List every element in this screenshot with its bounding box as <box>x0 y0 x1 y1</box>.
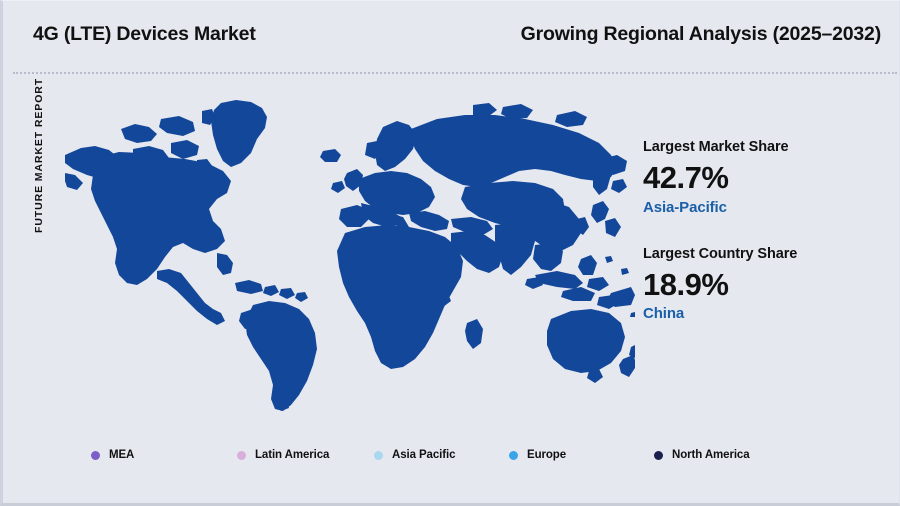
world-map-svg <box>65 100 635 411</box>
statistics-panel: Largest Market Share 42.7% Asia-Pacific … <box>643 139 893 322</box>
legend-dot-mea <box>91 450 100 460</box>
vertical-brand-label: FUTURE MARKET REPORT <box>33 77 45 233</box>
header-subtitle: Growing Regional Analysis (2025–2032) <box>520 23 882 45</box>
stat-region-country-share: China <box>643 305 685 323</box>
legend-item-asia-pacific: Asia Pacific <box>374 449 455 461</box>
legend-dot-latin-america <box>237 450 246 460</box>
stat-label-market-share: Largest Market Share <box>643 139 789 155</box>
stat-block-market-share: Largest Market Share 42.7% Asia-Pacific <box>643 139 893 216</box>
stat-value-country-share: 18.9% <box>643 266 729 302</box>
legend-item-latin-america: Latin America <box>237 449 329 461</box>
legend-dot-north-america <box>654 450 663 460</box>
header: 4G (LTE) Devices Market Growing Regional… <box>3 23 899 69</box>
legend-dot-europe <box>509 450 518 460</box>
stat-value-market-share: 42.7% <box>643 160 729 195</box>
stat-label-country-share: Largest Country Share <box>643 245 798 262</box>
legend-item-mea: MEA <box>91 449 134 461</box>
legend-item-north-america: North America <box>654 449 750 461</box>
map-landmasses <box>65 100 635 411</box>
header-divider <box>13 72 897 74</box>
legend-label-north-america: North America <box>672 449 750 461</box>
page-title: 4G (LTE) Devices Market <box>33 23 256 45</box>
legend-label-latin-america: Latin America <box>255 449 330 461</box>
map-legend: MEA Latin America Asia Pacific Europe No… <box>91 449 791 471</box>
stat-block-country-share: Largest Country Share 18.9% China <box>643 246 893 323</box>
legend-dot-asia-pacific <box>374 450 383 460</box>
legend-label-asia-pacific: Asia Pacific <box>392 449 456 461</box>
legend-label-mea: MEA <box>109 449 135 461</box>
stat-region-market-share: Asia-Pacific <box>643 198 727 216</box>
world-map <box>65 97 635 412</box>
legend-label-europe: Europe <box>527 449 567 461</box>
legend-item-europe: Europe <box>509 449 566 461</box>
